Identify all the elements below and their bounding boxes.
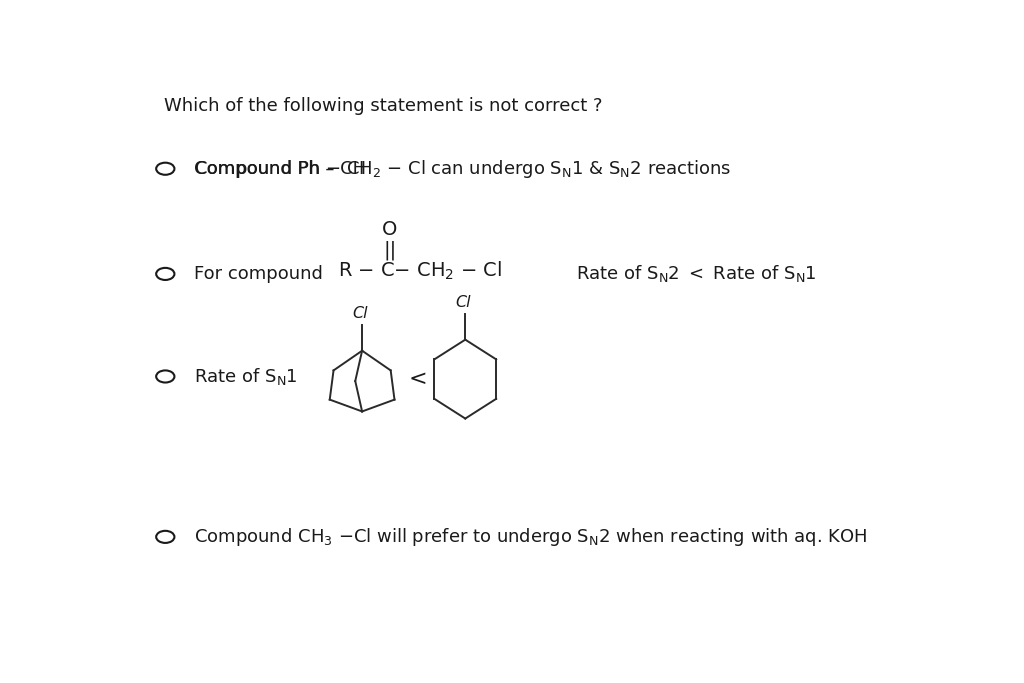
Text: R $-$ C$-$ CH$_2$ $-$ Cl: R $-$ C$-$ CH$_2$ $-$ Cl <box>338 260 503 283</box>
Text: Compound Ph $-$ CH$_2$ $-$ Cl can undergo S$_{\mathregular{N}}$1 & S$_{\mathregu: Compound Ph $-$ CH$_2$ $-$ Cl can underg… <box>194 158 731 180</box>
Text: For compound: For compound <box>194 265 323 283</box>
Text: Which of the following statement is not correct ?: Which of the following statement is not … <box>164 96 602 115</box>
Text: ||: || <box>383 240 396 260</box>
Text: Compound CH$_3$ $-$Cl will prefer to undergo S$_{\mathregular{N}}$2 when reactin: Compound CH$_3$ $-$Cl will prefer to und… <box>194 526 867 548</box>
Text: Cl: Cl <box>352 306 368 321</box>
Text: Cl: Cl <box>455 295 471 310</box>
Text: Compound Ph – CH: Compound Ph – CH <box>194 160 366 178</box>
Text: O: O <box>382 220 397 239</box>
Text: Rate of S$_{\mathregular{N}}$2 $<$ Rate of S$_{\mathregular{N}}$1: Rate of S$_{\mathregular{N}}$2 $<$ Rate … <box>577 264 817 284</box>
Text: Rate of S$_{\mathregular{N}}$1: Rate of S$_{\mathregular{N}}$1 <box>194 366 298 387</box>
Text: <: < <box>409 369 427 389</box>
